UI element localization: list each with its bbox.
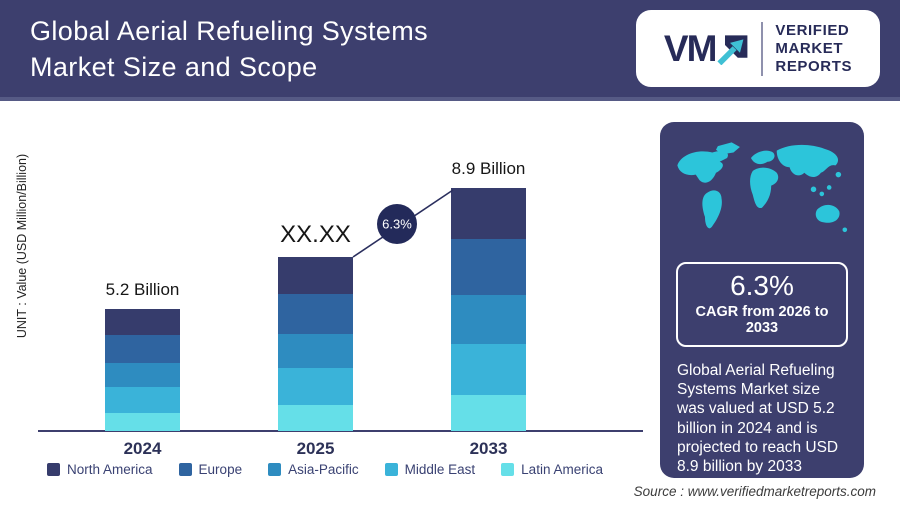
bar-segment-europe — [451, 239, 526, 295]
trend-line — [352, 189, 454, 258]
cagr-badge-circle — [377, 204, 417, 244]
bar-segment-north-america — [451, 188, 526, 240]
legend-label: Asia-Pacific — [288, 462, 359, 477]
vmr-logo-letters: VM — [663, 27, 717, 69]
market-summary-text: Global Aerial Refueling Systems Market s… — [677, 362, 839, 476]
cagr-caption: CAGR from 2026 to 2033 — [695, 304, 829, 336]
legend-swatch-icon — [501, 463, 515, 476]
legend-label: North America — [67, 462, 153, 477]
source-attribution: Source : www.verifiedmarketreports.com — [633, 484, 876, 499]
vmr-arrow-icon — [717, 34, 748, 65]
bar-2025 — [278, 257, 353, 431]
legend-swatch-icon — [178, 463, 192, 476]
legend-item-north-america: North America — [47, 462, 153, 477]
bar-segment-latin-america — [278, 404, 353, 431]
vmr-logo-mark: VM — [664, 28, 750, 70]
bar-segment-latin-america — [105, 412, 180, 432]
header-banner: Global Aerial Refueling Systems Market S… — [0, 0, 900, 101]
bar-segment-middle-east — [105, 387, 180, 413]
bar-segment-latin-america — [451, 394, 526, 431]
x-tick-label-2025: 2025 — [296, 439, 335, 458]
page-title-line2: Market Size and Scope — [30, 52, 318, 82]
legend-swatch-icon — [384, 463, 398, 476]
x-tick-label-2024: 2024 — [123, 439, 162, 458]
cagr-value: 6.3% — [730, 270, 794, 301]
legend-label: Latin America — [521, 462, 603, 477]
bar-value-label-2033: 8.9 Billion — [451, 159, 526, 178]
bar-segment-asia-pacific — [105, 362, 180, 388]
x-axis-line — [38, 430, 643, 432]
legend-label: Europe — [198, 462, 243, 477]
legend-item-latin-america: Latin America — [501, 462, 603, 477]
vmr-logo: VM VERIFIED MARKET REPORTS — [636, 10, 880, 87]
bar-segment-north-america — [278, 257, 353, 294]
page-title: Global Aerial Refueling Systems Market S… — [30, 13, 428, 85]
bar-value-label-2024: 5.2 Billion — [105, 280, 180, 299]
bar-segment-middle-east — [278, 368, 353, 405]
bar-2033 — [451, 188, 526, 431]
bar-value-label-2025: XX.XX — [280, 221, 351, 248]
legend-item-middle-east: Middle East — [384, 462, 476, 477]
logo-brand-text: VERIFIED MARKET REPORTS — [775, 22, 852, 76]
bar-segment-asia-pacific — [278, 333, 353, 369]
logo-brand-line3: REPORTS — [775, 57, 853, 75]
bar-segment-europe — [278, 293, 353, 334]
bar-segment-north-america — [105, 309, 180, 335]
logo-divider — [761, 21, 764, 76]
cagr-badge-label: 6.3% — [382, 217, 412, 232]
bar-segment-asia-pacific — [451, 294, 526, 344]
logo-brand-line2: MARKET — [775, 39, 844, 57]
world-map-icon — [677, 142, 848, 233]
legend-swatch-icon — [268, 463, 282, 476]
bar-segment-europe — [105, 334, 180, 363]
legend-swatch-icon — [47, 463, 61, 476]
cagr-box: 6.3% CAGR from 2026 to 2033 — [676, 262, 848, 347]
summary-panel: 6.3% CAGR from 2026 to 2033 Global Aeria… — [660, 122, 864, 478]
page-title-line1: Global Aerial Refueling Systems — [30, 16, 429, 46]
chart-legend: North America Europe Asia-Pacific Middle Ea… — [45, 462, 605, 477]
y-axis-label: UNIT : Value (USD Million/Billion) — [15, 153, 29, 339]
bar-2024 — [105, 309, 180, 432]
legend-item-asia-pacific: Asia-Pacific — [268, 462, 359, 477]
legend-label: Middle East — [404, 462, 476, 477]
logo-brand-line1: VERIFIED — [775, 21, 850, 39]
bar-segment-middle-east — [451, 343, 526, 395]
x-tick-label-2033: 2033 — [469, 439, 508, 458]
legend-item-europe: Europe — [178, 462, 243, 477]
